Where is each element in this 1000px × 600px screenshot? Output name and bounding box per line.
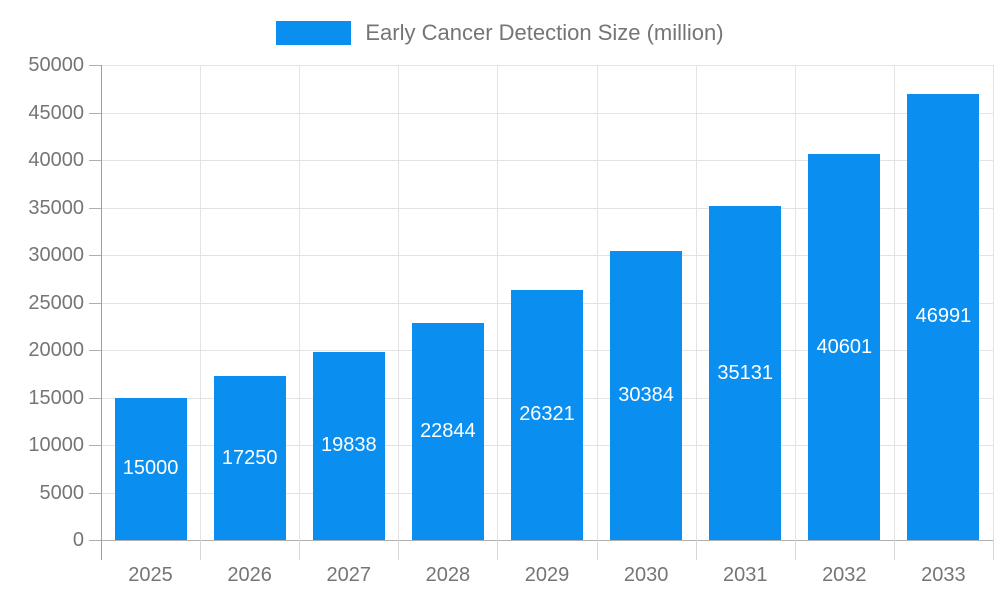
bar-2032[interactable]: 40601 — [808, 154, 881, 540]
legend-label: Early Cancer Detection Size (million) — [365, 20, 724, 45]
bar-value-label: 22844 — [420, 419, 476, 442]
bar-2028[interactable]: 22844 — [411, 322, 484, 540]
v-gridline — [200, 65, 202, 540]
v-gridline — [497, 65, 499, 540]
y-axis-label: 50000 — [28, 54, 84, 76]
x-axis-baseline — [101, 540, 993, 541]
bar-2025[interactable]: 15000 — [114, 397, 187, 540]
x-axis-tick — [596, 540, 598, 560]
x-axis-label: 2030 — [623, 564, 669, 586]
bar-2030[interactable]: 30384 — [610, 251, 683, 540]
bar-value-label: 15000 — [122, 457, 179, 480]
x-axis-tick — [993, 540, 994, 560]
y-axis-tick — [89, 302, 101, 304]
y-axis-label: 35000 — [28, 196, 84, 219]
h-gridline — [101, 255, 993, 256]
bar-2027[interactable]: 19838 — [312, 351, 385, 540]
y-axis-label: 40000 — [28, 149, 84, 171]
y-axis-tick — [89, 397, 101, 399]
y-axis-tick — [89, 65, 101, 66]
x-axis-label: 2028 — [425, 564, 471, 586]
h-gridline — [101, 160, 993, 161]
x-axis-label: 2026 — [227, 564, 272, 586]
y-axis-tick — [89, 112, 101, 114]
v-gridline — [596, 65, 598, 540]
x-axis-tick — [695, 540, 697, 560]
y-axis-tick — [89, 350, 101, 351]
chart-legend[interactable]: Early Cancer Detection Size (million) — [0, 20, 1000, 46]
y-axis-tick — [89, 492, 101, 494]
y-axis-tick — [89, 160, 101, 161]
bar-2031[interactable]: 35131 — [709, 206, 782, 540]
v-gridline — [299, 65, 301, 540]
bar-2029[interactable]: 26321 — [511, 289, 583, 540]
x-axis-label: 2031 — [722, 564, 768, 586]
h-gridline — [101, 112, 993, 114]
x-axis-tick — [398, 540, 400, 560]
y-axis-tick — [89, 540, 101, 541]
bar-2026[interactable]: 17250 — [213, 376, 286, 540]
v-gridline — [695, 65, 697, 540]
bar-value-label: 40601 — [816, 335, 873, 358]
y-axis-label: 0 — [72, 529, 84, 551]
y-axis-label: 25000 — [28, 291, 84, 314]
y-axis-label: 5000 — [39, 481, 85, 504]
x-axis-label: 2029 — [524, 564, 570, 586]
y-axis-label: 45000 — [28, 101, 84, 124]
x-axis-label: 2033 — [921, 564, 966, 586]
bar-value-label: 26321 — [519, 403, 575, 426]
h-gridline — [101, 207, 993, 209]
bar-value-label: 30384 — [618, 384, 674, 407]
bar-value-label: 46991 — [915, 305, 972, 328]
bar-value-label: 17250 — [221, 446, 278, 469]
x-axis-tick — [299, 540, 301, 560]
x-axis-label: 2027 — [326, 564, 372, 586]
y-axis-line — [101, 65, 102, 560]
x-axis-tick — [497, 540, 499, 560]
bar-value-label: 35131 — [717, 361, 774, 384]
y-axis-tick — [89, 207, 101, 209]
v-gridline — [398, 65, 400, 540]
x-axis-tick — [200, 540, 202, 560]
v-gridline — [993, 65, 994, 540]
y-axis-tick — [89, 445, 101, 446]
bar-2033[interactable]: 46991 — [907, 93, 980, 540]
y-axis-label: 10000 — [28, 434, 84, 456]
bar-value-label: 19838 — [320, 434, 377, 457]
y-axis-label: 20000 — [28, 339, 84, 361]
v-gridline — [893, 65, 895, 540]
x-axis-label: 2032 — [822, 564, 867, 586]
x-axis-tick — [893, 540, 895, 560]
y-axis-tick — [89, 255, 101, 256]
x-axis-tick — [794, 540, 796, 560]
y-axis-label: 15000 — [28, 386, 84, 409]
y-axis-label: 30000 — [28, 244, 84, 266]
h-gridline — [101, 65, 993, 66]
v-gridline — [794, 65, 796, 540]
legend-swatch — [276, 21, 352, 45]
x-axis-label: 2025 — [128, 564, 173, 586]
